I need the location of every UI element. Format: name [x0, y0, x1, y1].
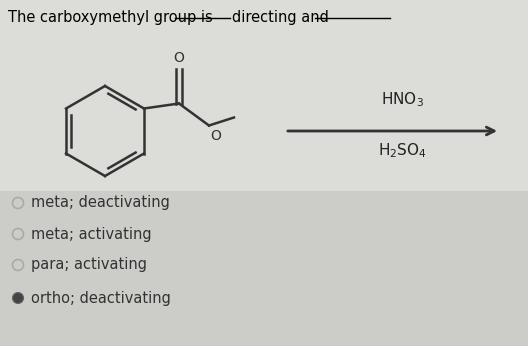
Text: The carboxymethyl group is: The carboxymethyl group is	[8, 10, 213, 25]
Circle shape	[13, 228, 24, 239]
Text: para; activating: para; activating	[31, 257, 147, 273]
Text: O: O	[210, 129, 221, 144]
Text: directing and: directing and	[232, 10, 329, 25]
Circle shape	[13, 292, 24, 303]
FancyBboxPatch shape	[0, 191, 528, 346]
Text: meta; deactivating: meta; deactivating	[31, 195, 170, 210]
Text: O: O	[174, 51, 184, 64]
Text: meta; activating: meta; activating	[31, 227, 152, 242]
Text: ortho; deactivating: ortho; deactivating	[31, 291, 171, 306]
FancyBboxPatch shape	[0, 0, 528, 191]
Circle shape	[13, 260, 24, 271]
Circle shape	[13, 198, 24, 209]
Text: H$_2$SO$_4$: H$_2$SO$_4$	[378, 141, 427, 160]
Text: HNO$_3$: HNO$_3$	[381, 90, 424, 109]
